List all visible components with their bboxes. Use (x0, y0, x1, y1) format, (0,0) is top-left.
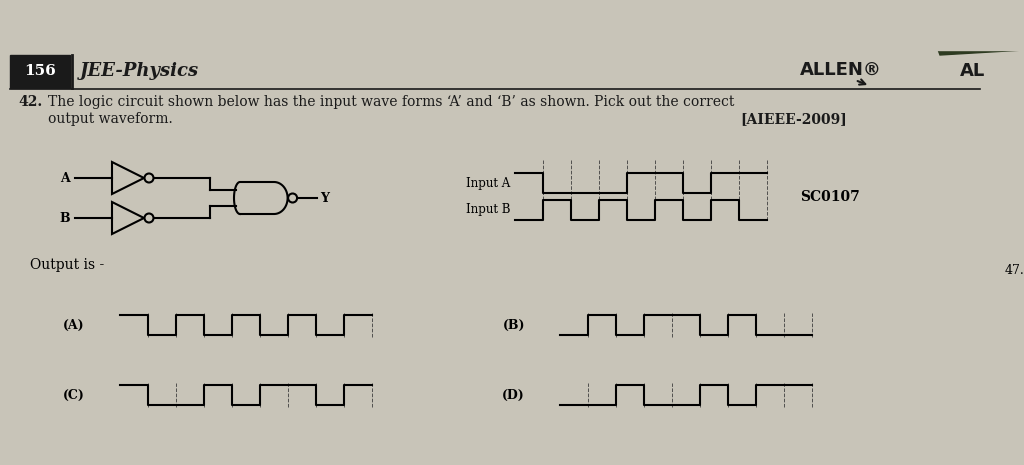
Polygon shape (920, 0, 1024, 55)
Text: 47.: 47. (1005, 264, 1024, 277)
Text: Input B: Input B (466, 204, 510, 217)
Circle shape (144, 213, 154, 222)
Text: SC0107: SC0107 (800, 190, 860, 204)
Text: The logic circuit shown below has the input wave forms ‘A’ and ‘B’ as shown. Pic: The logic circuit shown below has the in… (48, 95, 734, 109)
Text: ALLEN®: ALLEN® (800, 60, 882, 79)
Circle shape (144, 173, 154, 182)
Text: (D): (D) (502, 388, 525, 401)
Text: JEE-Physics: JEE-Physics (80, 62, 199, 80)
Text: (A): (A) (63, 319, 85, 332)
Text: [AIEEE-2009]: [AIEEE-2009] (740, 112, 847, 126)
Bar (10, 55, 70, 88)
Circle shape (288, 193, 297, 202)
Text: output waveform.: output waveform. (48, 112, 173, 126)
Text: (B): (B) (503, 319, 525, 332)
Text: A: A (60, 172, 70, 185)
Text: AL: AL (961, 62, 985, 80)
Text: Input A: Input A (466, 177, 510, 190)
Text: Y: Y (321, 192, 329, 205)
Text: Output is -: Output is - (30, 258, 104, 272)
Text: 42.: 42. (18, 95, 42, 109)
Text: B: B (59, 212, 70, 225)
Text: 156: 156 (25, 65, 56, 79)
Text: (C): (C) (63, 388, 85, 401)
